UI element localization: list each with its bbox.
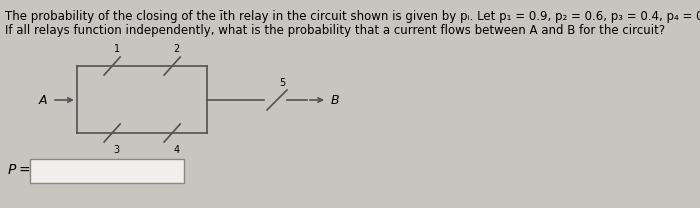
Text: 3: 3 bbox=[113, 145, 120, 155]
Bar bbox=[30, 159, 183, 183]
Text: If all relays function independently, what is the probability that a current flo: If all relays function independently, wh… bbox=[6, 24, 666, 37]
Text: 2: 2 bbox=[174, 44, 180, 54]
Text: 4: 4 bbox=[174, 145, 180, 155]
Text: B: B bbox=[330, 94, 339, 106]
Text: The probability of the closing of the īth relay in the circuit shown is given by: The probability of the closing of the īt… bbox=[6, 10, 700, 23]
Text: 5: 5 bbox=[279, 78, 285, 88]
Text: A: A bbox=[38, 94, 47, 106]
Text: $\it{P}=$: $\it{P}=$ bbox=[7, 163, 30, 177]
Text: 1: 1 bbox=[113, 44, 120, 54]
